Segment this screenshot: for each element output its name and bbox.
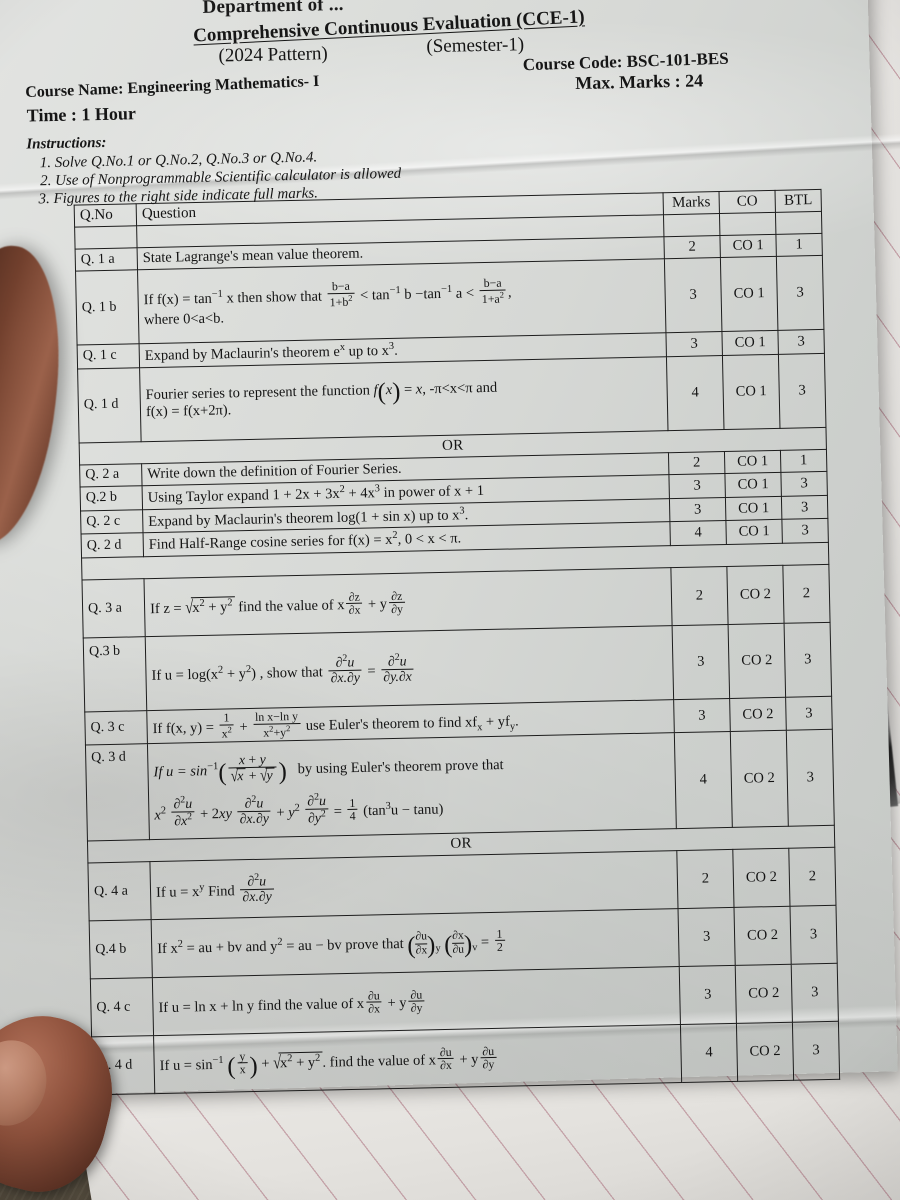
- row-marks: 3: [669, 497, 726, 523]
- row-marks: 4: [666, 355, 724, 431]
- row-marks: 4: [680, 1023, 738, 1083]
- row-co: CO 2: [728, 623, 786, 699]
- column-header-qno: Q.No: [74, 203, 137, 228]
- row-co: CO 1: [719, 234, 777, 258]
- row-qno: Q. 1 a: [75, 247, 138, 272]
- row-co: CO 2: [726, 565, 785, 625]
- spacer-marks: [663, 213, 720, 237]
- row-co: CO 2: [729, 697, 787, 732]
- row-marks: 3: [673, 698, 731, 733]
- row-co: CO 1: [725, 495, 782, 521]
- row-qno: Q. 1 c: [77, 343, 140, 369]
- row-co: CO 2: [732, 848, 790, 908]
- row-btl: 3: [789, 905, 838, 965]
- row-btl: 3: [792, 1021, 840, 1081]
- row-co: CO 2: [734, 906, 792, 966]
- pattern-label: (2024 Pattern): [218, 43, 328, 67]
- row-qno: Q. 2 c: [80, 509, 144, 535]
- row-btl: 2: [788, 847, 836, 907]
- row-qno: Q. 3 a: [82, 579, 146, 639]
- row-qno: Q.4 b: [89, 919, 153, 980]
- row-btl: 3: [781, 495, 828, 520]
- row-marks: 2: [663, 235, 721, 259]
- question-table: Q.No Question Marks CO BTL: [74, 189, 841, 1096]
- max-marks: Max. Marks : 24: [574, 70, 704, 94]
- row-btl: 1: [775, 233, 823, 257]
- row-marks: 2: [676, 849, 735, 909]
- row-marks: 2: [668, 451, 725, 475]
- row-co: CO 1: [721, 330, 779, 356]
- row-qno: Q. 3 d: [85, 743, 150, 842]
- row-co: CO 1: [722, 354, 780, 430]
- row-question: If u = sin−1(x + y √x + √y) by using Eule…: [147, 732, 677, 840]
- spacer-btl: [775, 211, 822, 235]
- row-co: CO 2: [735, 964, 793, 1024]
- row-qno: Q. 4 a: [87, 861, 152, 922]
- row-btl: 3: [791, 963, 839, 1023]
- row-qno: Q. 1 d: [77, 367, 142, 443]
- column-header-btl: BTL: [774, 189, 822, 213]
- row-marks: 3: [665, 331, 723, 357]
- row-btl: 3: [778, 353, 826, 429]
- row-btl: 3: [784, 622, 832, 698]
- table-row: Q. 3 d If u = sin−1(x + y √x + √y) by usi…: [85, 729, 835, 842]
- row-co: CO 1: [724, 472, 782, 498]
- row-question: If u = sin−1 (y x) + √x2 + y2. find the v…: [153, 1024, 682, 1094]
- row-marks: 3: [679, 965, 737, 1025]
- row-question: If u = log(x2 + y2) , show that ∂2u ∂x.∂y…: [145, 625, 674, 711]
- exam-duration: Time : 1 Hour: [26, 103, 137, 126]
- row-btl: 3: [786, 729, 835, 827]
- row-co: CO 1: [724, 450, 781, 474]
- row-btl: 3: [785, 696, 833, 731]
- row-question: Fourier series to represent the function…: [139, 356, 669, 442]
- row-marks: 2: [670, 566, 729, 626]
- row-qno: Q.3 b: [83, 636, 147, 713]
- row-co: CO 2: [736, 1022, 794, 1082]
- row-qno: Q. 2 a: [79, 463, 143, 487]
- row-question: If f(x) = tan−1 x then show that b−a 1+b2…: [137, 258, 666, 344]
- course-name: Course Name: Engineering Mathematics- I: [24, 72, 320, 102]
- row-qno: Q.2 b: [80, 485, 143, 511]
- row-btl: 3: [780, 471, 828, 496]
- row-marks: 4: [674, 731, 733, 829]
- row-marks: 3: [672, 624, 730, 700]
- row-btl: 2: [782, 564, 831, 624]
- row-co: CO 1: [725, 519, 783, 545]
- instructions-heading: Instructions:: [26, 134, 107, 153]
- row-qno: Q. 1 b: [75, 269, 140, 346]
- row-btl: 1: [780, 449, 827, 473]
- semester-label: (Semester-1): [426, 34, 525, 58]
- row-btl: 3: [776, 255, 824, 331]
- row-btl: 3: [777, 329, 825, 355]
- spacer-co: [719, 212, 776, 236]
- row-qno: Q. 4 c: [90, 977, 154, 1038]
- row-btl: 3: [781, 518, 829, 544]
- department-line: Department of ...: [202, 0, 344, 18]
- column-header-co: CO: [719, 190, 776, 214]
- spacer-qno: [74, 225, 138, 250]
- row-marks: 3: [664, 257, 722, 333]
- row-marks: 4: [669, 520, 727, 546]
- row-qno: Q. 3 c: [84, 710, 148, 746]
- row-co: CO 2: [730, 730, 789, 828]
- row-marks: 3: [678, 907, 736, 967]
- row-co: CO 1: [720, 256, 778, 332]
- row-marks: 3: [668, 473, 726, 499]
- column-header-marks: Marks: [663, 191, 720, 215]
- row-qno: Q. 2 d: [81, 533, 144, 559]
